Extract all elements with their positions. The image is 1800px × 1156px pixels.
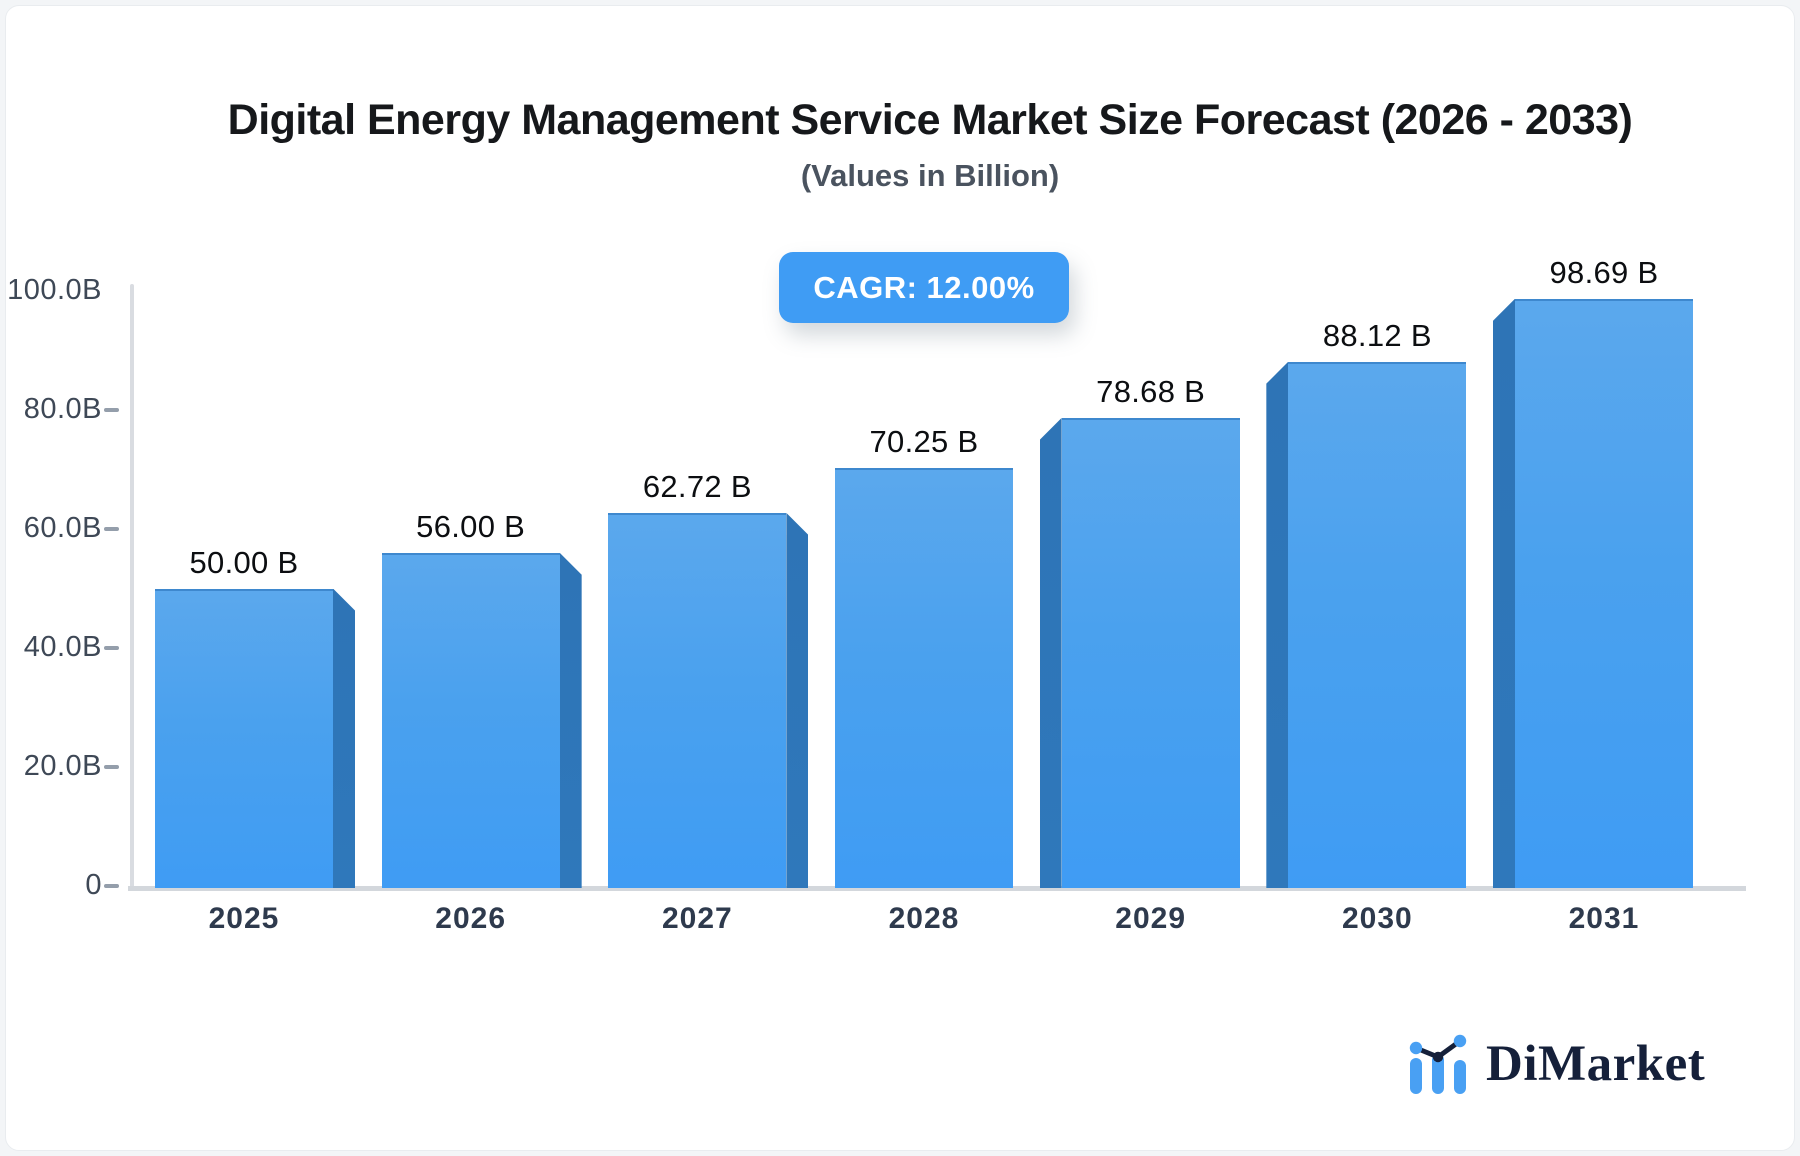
y-axis-tick-label: 60.0B (23, 512, 102, 544)
bar-value-label: 88.12 B (1322, 317, 1432, 353)
bar-2030 (1288, 361, 1467, 888)
bar-2025-side-panel (333, 588, 355, 888)
bar-2031-side-panel (1493, 298, 1515, 888)
y-axis-tick-label: 40.0B (23, 631, 102, 663)
y-axis-tick-mark (104, 884, 119, 888)
y-axis-tick-mark (104, 765, 119, 769)
logo-text: DiMarket (1486, 1036, 1706, 1092)
bar-2028 (835, 468, 1013, 888)
bar-value-label: 70.25 B (869, 424, 979, 459)
bar-2026 (381, 552, 560, 888)
bar-value-label: 78.68 B (1096, 373, 1206, 409)
y-axis-tick-label: 100.0B (7, 274, 102, 306)
page-title: Digital Energy Management Service Market… (227, 96, 1633, 144)
y-axis-tick-label: 80.0B (23, 393, 102, 425)
bar-value-label: 62.72 B (642, 468, 752, 504)
bar-2030-side-panel (1266, 361, 1289, 888)
x-axis-label: 2028 (888, 902, 960, 935)
x-axis-label: 2029 (1115, 902, 1187, 935)
y-axis-tick-label: 0 (85, 869, 102, 901)
x-axis-label: 2031 (1568, 902, 1640, 935)
bar-2025 (155, 588, 333, 888)
page-subtitle: (Values in Billion) (800, 158, 1060, 193)
bar-2026-side-panel (559, 552, 582, 888)
x-axis-label: 2027 (661, 902, 733, 935)
y-axis-tick-mark (104, 408, 119, 412)
bar-2029-side-panel (1039, 417, 1062, 888)
y-axis-line (130, 284, 134, 891)
y-axis-tick-label: 20.0B (23, 750, 102, 782)
y-axis-tick-mark (104, 527, 119, 531)
bar-2027-side-panel (786, 512, 809, 888)
bar-chart-trend-icon (1409, 1034, 1467, 1094)
bar-2027 (608, 512, 787, 888)
x-axis-label: 2030 (1341, 902, 1413, 935)
x-axis-line (128, 886, 1746, 891)
y-axis-tick-mark (104, 646, 119, 650)
bar-value-label: 56.00 B (416, 508, 526, 544)
logo: DiMarket (1405, 1026, 1705, 1102)
bar-2031 (1515, 298, 1693, 888)
x-axis-label: 2025 (208, 902, 280, 935)
cagr-badge: CAGR: 12.00% (779, 252, 1069, 323)
x-axis-label: 2026 (435, 902, 507, 935)
bar-value-label: 98.69 B (1549, 254, 1659, 290)
bar-value-label: 50.00 B (189, 544, 299, 580)
bar-2029 (1061, 417, 1240, 888)
